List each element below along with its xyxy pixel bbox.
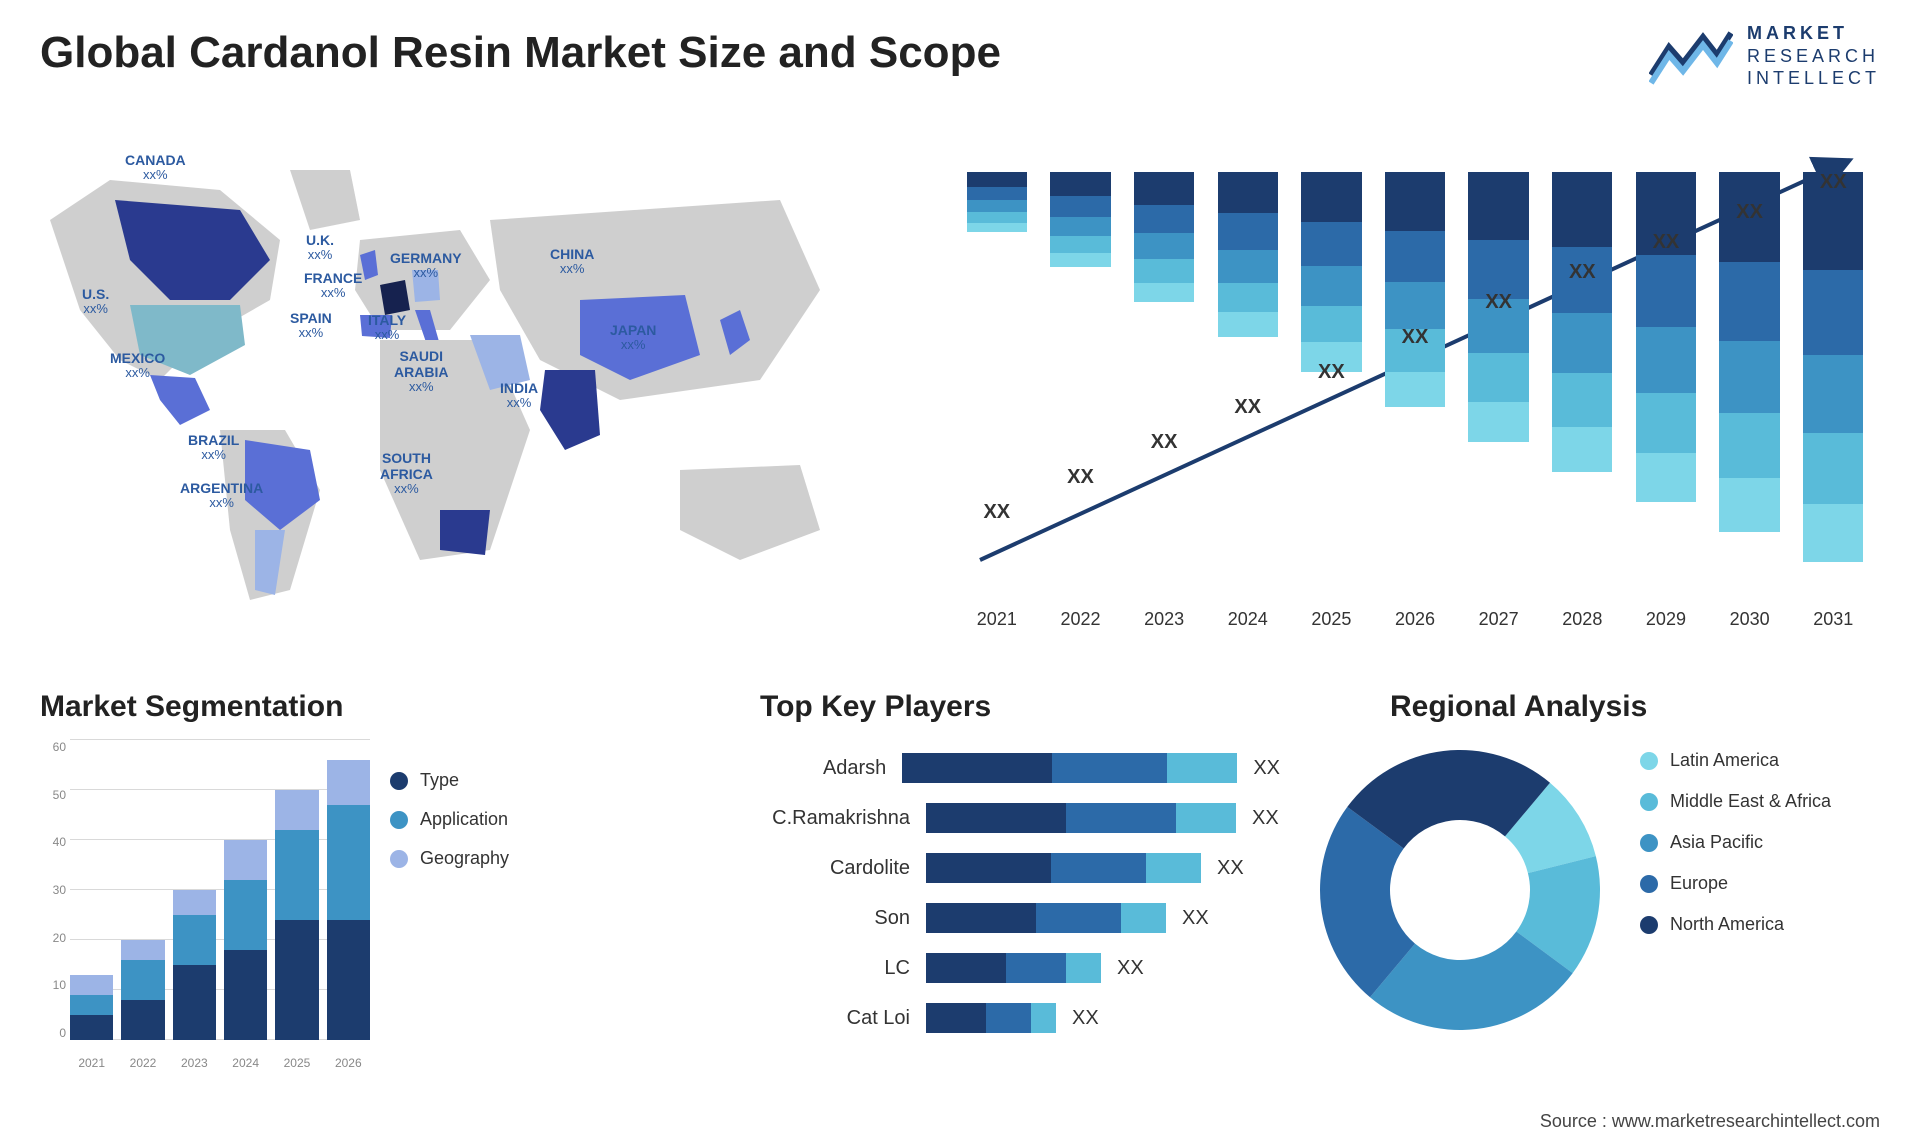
player-row: AdarshXX [760, 750, 1280, 786]
map-label: BRAZILxx% [188, 432, 239, 463]
segmentation-bar [70, 975, 113, 1040]
segmentation-legend: Type Application Geography [390, 770, 509, 887]
legend-item: Geography [390, 848, 509, 869]
map-label: INDIAxx% [500, 380, 538, 411]
x-tick: 2031 [1796, 609, 1870, 630]
x-tick: 2027 [1462, 609, 1536, 630]
legend-item: Application [390, 809, 509, 830]
player-row: LCXX [760, 950, 1280, 986]
growth-bar: XX [1545, 172, 1619, 592]
map-label: SAUDIARABIAxx% [394, 348, 448, 395]
growth-bar: XX [1629, 172, 1703, 592]
legend-item: North America [1640, 914, 1831, 935]
source-text: Source : www.marketresearchintellect.com [1540, 1111, 1880, 1132]
x-tick: 2024 [1211, 609, 1285, 630]
player-row: CardoliteXX [760, 850, 1280, 886]
segmentation-bar [121, 940, 164, 1040]
map-label: GERMANYxx% [390, 250, 462, 281]
map-label: CANADAxx% [125, 152, 186, 183]
x-tick: 2025 [1295, 609, 1369, 630]
segmentation-title: Market Segmentation [40, 690, 343, 724]
segmentation-bar [275, 790, 318, 1040]
x-tick: 2029 [1629, 609, 1703, 630]
map-label: FRANCExx% [304, 270, 362, 301]
legend-item: Latin America [1640, 750, 1831, 771]
regional-donut-chart [1310, 740, 1610, 1040]
legend-item: Type [390, 770, 509, 791]
map-label: U.K.xx% [306, 232, 334, 263]
growth-bar-chart: XXXXXXXXXXXXXXXXXXXXXX 20212022202320242… [960, 140, 1870, 630]
x-tick: 2022 [1044, 609, 1118, 630]
x-tick: 2026 [1378, 609, 1452, 630]
top-players-title: Top Key Players [760, 690, 991, 724]
segmentation-bar [327, 760, 370, 1040]
growth-bar: XX [1713, 172, 1787, 592]
top-players-chart: AdarshXX C.RamakrishnaXX CardoliteXX SonXX L… [760, 750, 1280, 1050]
growth-bar: XX [1378, 172, 1452, 592]
growth-bar: XX [960, 172, 1034, 592]
map-label: U.S.xx% [82, 286, 109, 317]
regional-title: Regional Analysis [1390, 690, 1647, 724]
logo-mark-icon [1649, 25, 1733, 87]
segmentation-bar [173, 890, 216, 1040]
map-label: ITALYxx% [368, 312, 406, 343]
x-tick: 2021 [960, 609, 1034, 630]
map-label: ARGENTINAxx% [180, 480, 263, 511]
growth-bar: XX [1796, 172, 1870, 592]
logo-line3: INTELLECT [1747, 67, 1880, 90]
page-title: Global Cardanol Resin Market Size and Sc… [40, 28, 1001, 78]
x-tick: 2030 [1713, 609, 1787, 630]
map-label: SOUTHAFRICAxx% [380, 450, 433, 497]
player-row: C.RamakrishnaXX [760, 800, 1280, 836]
growth-bar: XX [1462, 172, 1536, 592]
logo-line2: RESEARCH [1747, 45, 1880, 68]
growth-bar: XX [1295, 172, 1369, 592]
x-tick: 2023 [1127, 609, 1201, 630]
growth-bar: XX [1127, 172, 1201, 592]
map-label: JAPANxx% [610, 322, 656, 353]
legend-item: Asia Pacific [1640, 832, 1831, 853]
segmentation-bar [224, 840, 267, 1040]
segmentation-chart: 6050403020100 202120222023202420252026 [40, 740, 370, 1070]
growth-bar: XX [1211, 172, 1285, 592]
logo-line1: MARKET [1747, 22, 1880, 45]
regional-legend: Latin America Middle East & Africa Asia Pa… [1640, 750, 1831, 955]
x-tick: 2028 [1545, 609, 1619, 630]
map-label: SPAINxx% [290, 310, 332, 341]
world-map: CANADAxx% U.S.xx% MEXICOxx% BRAZILxx% ARGENT… [20, 130, 920, 630]
map-label: CHINAxx% [550, 246, 594, 277]
legend-item: Europe [1640, 873, 1831, 894]
map-label: MEXICOxx% [110, 350, 165, 381]
legend-item: Middle East & Africa [1640, 791, 1831, 812]
growth-bar: XX [1044, 172, 1118, 592]
player-row: Cat LoiXX [760, 1000, 1280, 1036]
player-row: SonXX [760, 900, 1280, 936]
brand-logo: MARKET RESEARCH INTELLECT [1649, 22, 1880, 90]
